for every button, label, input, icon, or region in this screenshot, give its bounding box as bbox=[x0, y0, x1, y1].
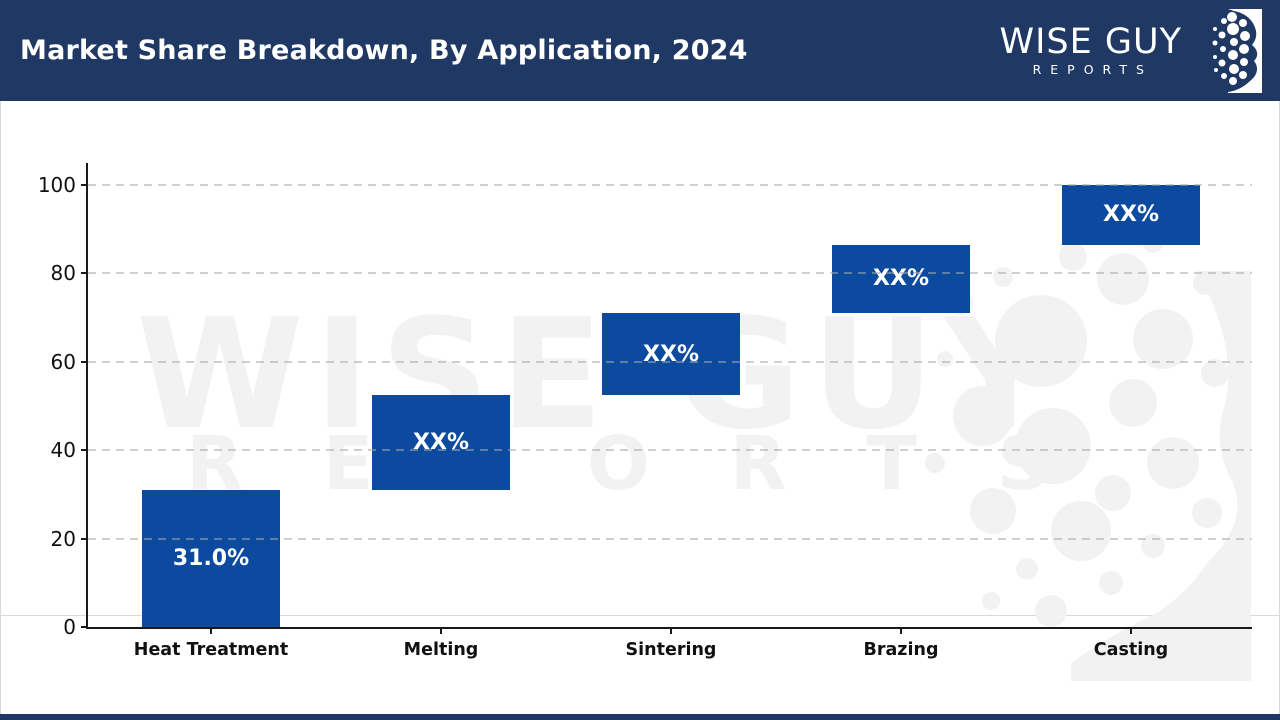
bar-value-label: XX% bbox=[413, 429, 469, 455]
x-axis-line bbox=[86, 627, 1252, 629]
logo-text: WISE GUY REPORTS bbox=[999, 21, 1182, 77]
watermark-wordmark: WISE GUY bbox=[136, 286, 1065, 463]
footer-bar bbox=[0, 714, 1280, 720]
gridline-20 bbox=[88, 537, 1252, 540]
y-tick-label-20: 20 bbox=[50, 526, 76, 551]
x-tick-mark bbox=[210, 627, 212, 634]
gridline-60 bbox=[88, 360, 1252, 363]
y-tick-mark bbox=[81, 360, 88, 363]
y-tick-label-100: 100 bbox=[37, 173, 76, 197]
y-tick-label-40: 40 bbox=[50, 438, 76, 463]
bar-value-label: XX% bbox=[1103, 202, 1159, 228]
y-tick-mark bbox=[81, 537, 88, 540]
x-tick-mark bbox=[670, 627, 672, 634]
x-tick-mark bbox=[900, 627, 902, 634]
x-tick-label-casting: Casting bbox=[1093, 640, 1169, 660]
x-tick-label-brazing: Brazing bbox=[863, 640, 939, 660]
x-tick-mark bbox=[1130, 627, 1132, 634]
page-title: Market Share Breakdown, By Application, … bbox=[20, 35, 748, 66]
y-tick-mark bbox=[81, 184, 88, 186]
bar-brazing: XX% bbox=[832, 244, 970, 314]
gridline-80 bbox=[88, 272, 1252, 275]
bar-casting: XX% bbox=[1062, 185, 1200, 245]
y-tick-label-60: 60 bbox=[50, 349, 76, 374]
y-tick-mark bbox=[81, 272, 88, 275]
x-tick-label-melting: Melting bbox=[403, 640, 479, 660]
watermark-subtitle: R E P O R T S bbox=[186, 421, 1078, 507]
figure-bottom-hairline bbox=[0, 615, 1280, 616]
gridline-40 bbox=[88, 449, 1252, 452]
bar-value-label: 31.0% bbox=[172, 545, 250, 571]
y-tick-mark bbox=[81, 449, 88, 452]
bar-value-label: XX% bbox=[873, 266, 929, 292]
x-tick-label-sintering: Sintering bbox=[625, 640, 717, 660]
x-tick-mark bbox=[440, 627, 442, 634]
y-tick-label-0: 0 bbox=[63, 615, 76, 639]
x-tick-label-heat-treatment: Heat Treatment bbox=[133, 640, 289, 660]
header-bar: Market Share Breakdown, By Application, … bbox=[0, 0, 1280, 101]
y-tick-mark bbox=[81, 626, 88, 628]
bar-heat-treatment: 31.0% bbox=[142, 489, 280, 627]
logo-head-icon bbox=[1212, 8, 1262, 93]
watermark-head-icon bbox=[925, 233, 1251, 681]
y-tick-label-80: 80 bbox=[50, 261, 76, 286]
bar-sintering: XX% bbox=[602, 313, 740, 395]
logo-subtitle: REPORTS bbox=[1032, 61, 1153, 77]
bar-value-label: XX% bbox=[643, 341, 699, 367]
wise-guy-logo: WISE GUY REPORTS bbox=[999, 8, 1262, 93]
bar-melting: XX% bbox=[372, 394, 510, 490]
logo-wordmark: WISE GUY bbox=[999, 21, 1182, 62]
gridline-100 bbox=[88, 184, 1252, 186]
y-axis-line bbox=[86, 162, 88, 629]
